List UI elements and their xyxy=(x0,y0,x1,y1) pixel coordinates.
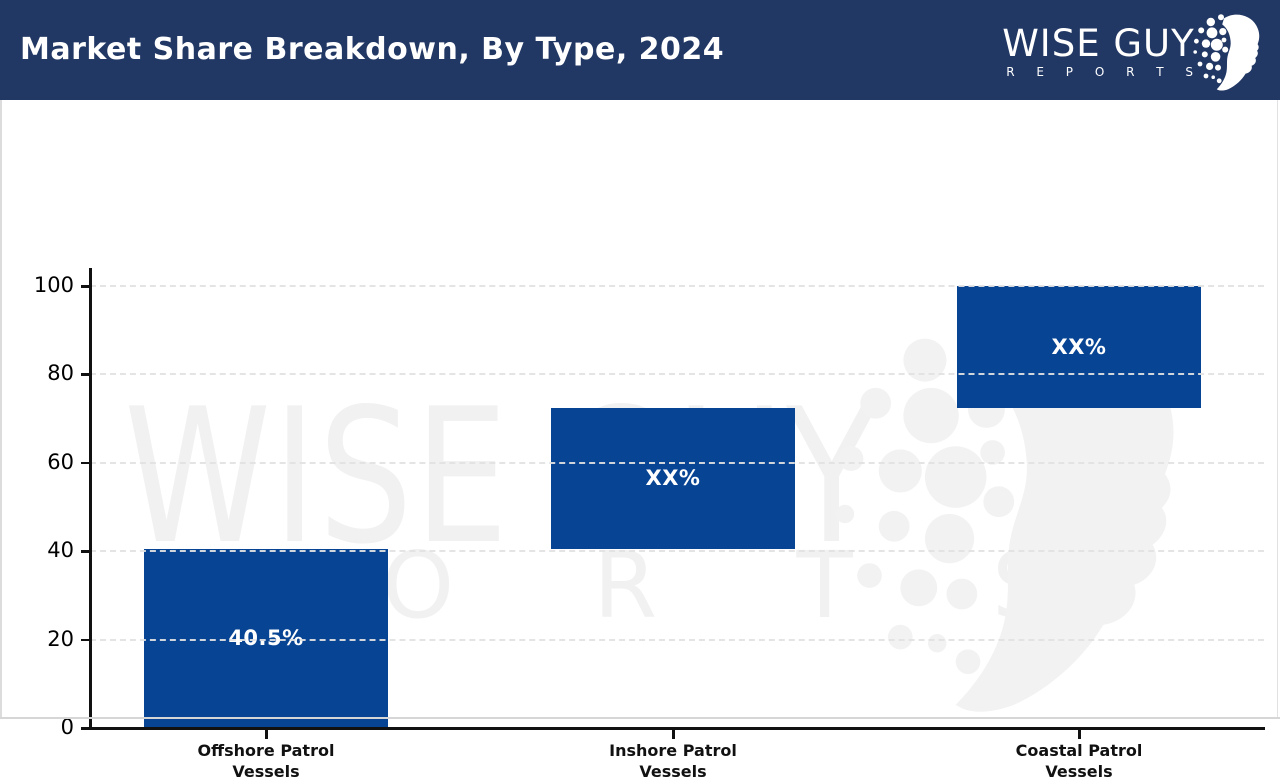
x-axis-tick xyxy=(672,730,675,739)
page-title: Market Share Breakdown, By Type, 2024 xyxy=(20,32,725,67)
y-axis-tick xyxy=(81,285,90,288)
y-axis-tick xyxy=(81,727,90,730)
category-label: Coastal Patrol Vessels xyxy=(1015,741,1143,782)
gridline xyxy=(90,285,1264,287)
y-axis-tick xyxy=(81,550,90,553)
y-tick-label: 60 xyxy=(47,449,74,474)
y-tick-label: 20 xyxy=(47,626,74,651)
bar-value-label: XX% xyxy=(645,466,701,491)
logo-text: WISE GUY R E P O R T S xyxy=(1002,25,1202,79)
y-axis-tick xyxy=(81,373,90,376)
logo-wordmark: WISE GUY xyxy=(1002,22,1195,65)
gridline xyxy=(90,373,1264,376)
header-bar: Market Share Breakdown, By Type, 2024 WI… xyxy=(0,0,1280,100)
y-axis-tick xyxy=(81,461,90,465)
bottom-divider xyxy=(0,717,1280,719)
wise-guy-logo: WISE GUY R E P O R T S xyxy=(1002,10,1266,94)
gridline xyxy=(90,638,1264,641)
x-axis-tick xyxy=(265,730,268,739)
logo-subtitle: R E P O R T S xyxy=(1006,65,1202,79)
x-axis-tick xyxy=(1078,730,1081,739)
y-tick-label: 80 xyxy=(47,361,74,386)
chart-area: WISE GUY P O R T S 0 20 40 60 80 100 40.5% Offs… xyxy=(0,100,1278,781)
gridline xyxy=(90,550,1264,553)
y-axis-tick xyxy=(81,638,90,642)
gridline xyxy=(90,461,1264,464)
y-tick-label: 100 xyxy=(33,273,74,297)
y-axis-line xyxy=(89,268,92,729)
y-tick-label: 40 xyxy=(47,538,74,563)
bar-plot: 0 20 40 60 80 100 40.5% Offshore Patrol Vessels X… xyxy=(2,100,1277,781)
bar xyxy=(144,548,388,728)
bar xyxy=(551,407,795,549)
bar-value-label: XX% xyxy=(1051,334,1107,359)
category-label: Offshore Patrol Vessels xyxy=(197,741,335,782)
dotted-head-icon xyxy=(1188,10,1266,94)
category-label: Inshore Patrol Vessels xyxy=(609,741,737,782)
bar xyxy=(957,286,1201,408)
bar-value-label: 40.5% xyxy=(228,626,304,651)
